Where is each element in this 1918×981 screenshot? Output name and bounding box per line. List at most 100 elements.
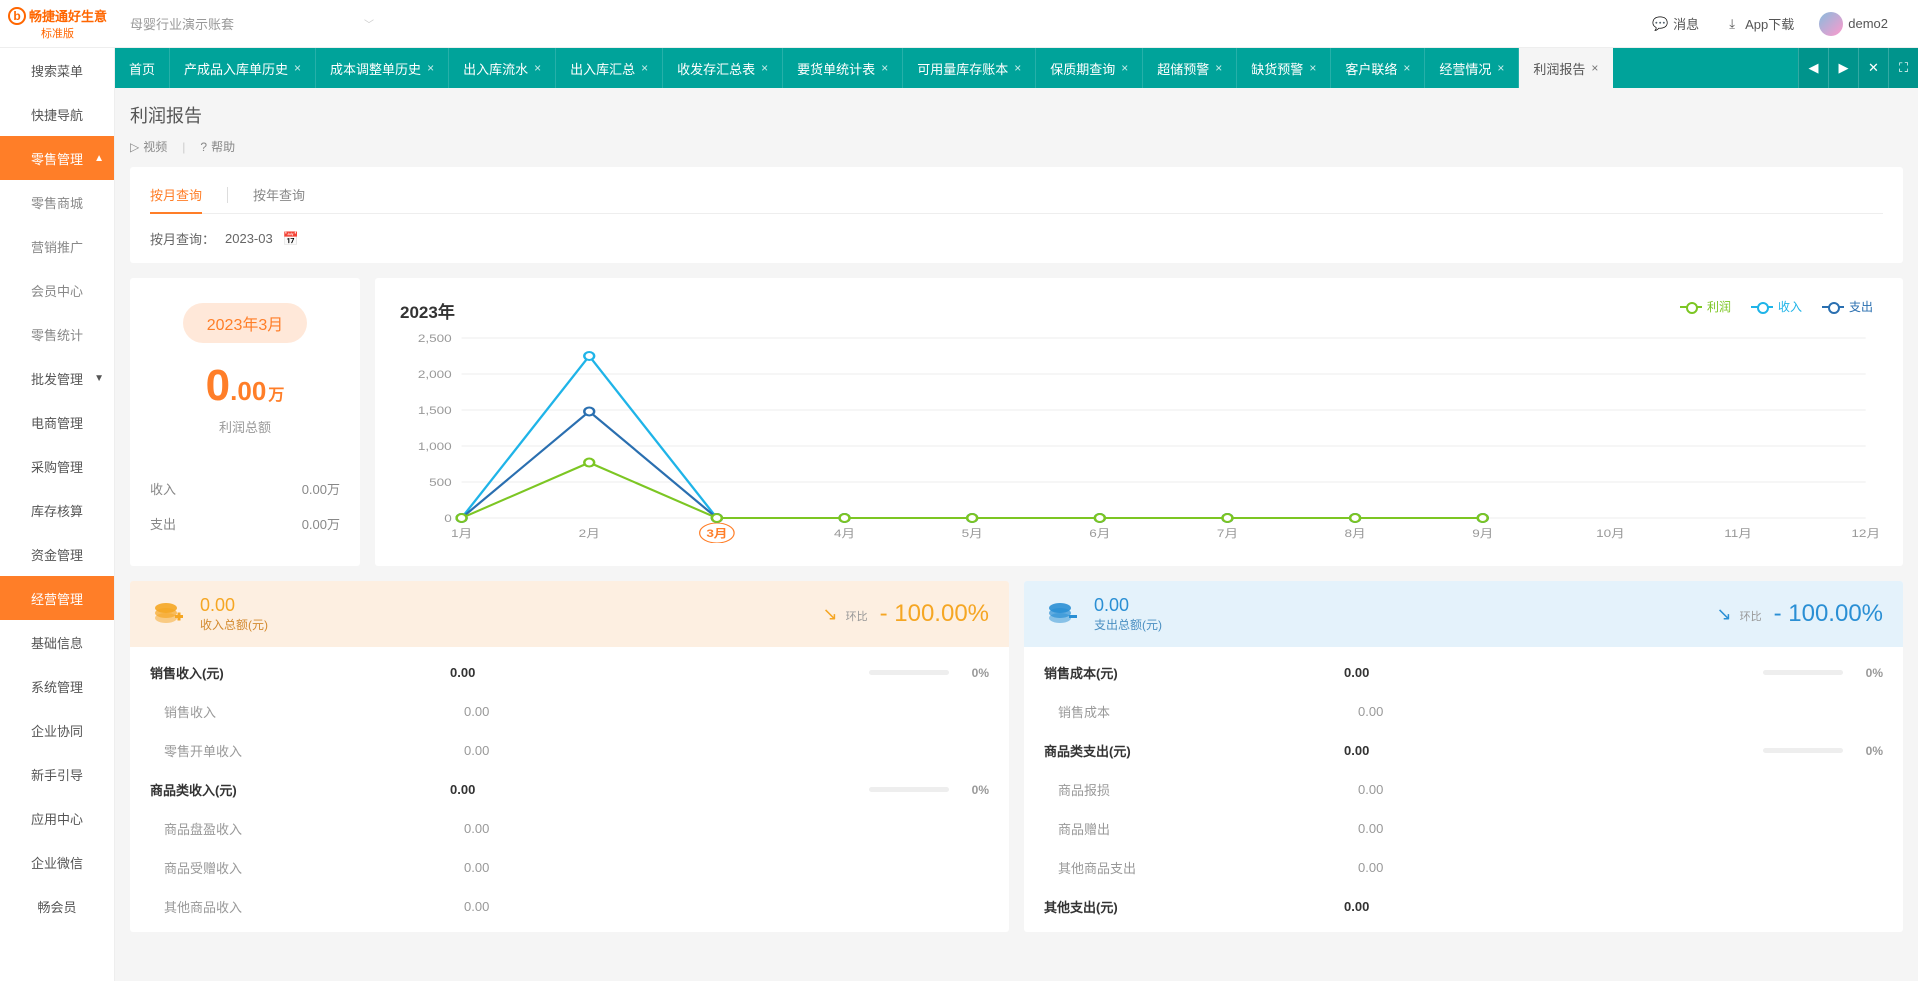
tab-12[interactable]: 经营情况×: [1425, 48, 1519, 88]
tab-9[interactable]: 超储预警×: [1143, 48, 1237, 88]
progress-bar: [1763, 748, 1843, 753]
legend-income[interactable]: 收入: [1751, 298, 1802, 315]
coins-minus-icon: [1044, 595, 1082, 633]
sidebar-item-13[interactable]: 基础信息: [0, 620, 114, 664]
sidebar-item-11[interactable]: 资金管理: [0, 532, 114, 576]
svg-text:2,000: 2,000: [418, 368, 452, 380]
video-link[interactable]: ▷视频: [130, 138, 167, 155]
close-icon[interactable]: ×: [1014, 61, 1021, 75]
sidebar-item-9[interactable]: 采购管理: [0, 444, 114, 488]
data-row: 销售收入0.00: [150, 692, 989, 731]
svg-text:0: 0: [444, 512, 452, 524]
close-icon[interactable]: ×: [1497, 61, 1504, 75]
data-row: 商品赠出0.00: [1044, 809, 1883, 848]
filter-value[interactable]: 2023-03: [225, 231, 273, 246]
page-title: 利润报告: [130, 102, 1903, 128]
sidebar-item-12[interactable]: 经营管理: [0, 576, 114, 620]
close-icon[interactable]: ×: [761, 61, 768, 75]
data-row: 其他商品收入0.00: [150, 887, 989, 926]
legend-expense[interactable]: 支出: [1822, 298, 1873, 315]
sidebar-item-3[interactable]: 零售商城: [0, 180, 114, 224]
expense-total-label: 支出总额(元): [1094, 616, 1717, 633]
tab-4[interactable]: 出入库汇总×: [556, 48, 663, 88]
tab-11[interactable]: 客户联络×: [1331, 48, 1425, 88]
chart-legend: 利润 收入 支出: [1680, 298, 1873, 315]
data-row: 零售开单收入0.00: [150, 731, 989, 770]
tab-8[interactable]: 保质期查询×: [1036, 48, 1143, 88]
close-icon[interactable]: ×: [294, 61, 301, 75]
sidebar-item-16[interactable]: 新手引导: [0, 752, 114, 796]
sidebar-item-6[interactable]: 零售统计: [0, 312, 114, 356]
subtab-year[interactable]: 按年查询: [253, 177, 305, 213]
tab-0[interactable]: 首页: [115, 48, 170, 88]
close-icon[interactable]: ×: [881, 61, 888, 75]
sidebar-item-5[interactable]: 会员中心: [0, 268, 114, 312]
tabs-scroll-right[interactable]: ▶: [1828, 48, 1858, 88]
close-icon[interactable]: ×: [1121, 61, 1128, 75]
legend-profit[interactable]: 利润: [1680, 298, 1731, 315]
user-menu[interactable]: demo2: [1819, 12, 1888, 36]
sidebar: 搜索菜单快捷导航零售管理▲零售商城营销推广会员中心零售统计批发管理▼电商管理采购…: [0, 48, 115, 981]
close-icon[interactable]: ×: [427, 61, 434, 75]
close-icon[interactable]: ×: [1309, 61, 1316, 75]
sidebar-item-0[interactable]: 搜索菜单: [0, 48, 114, 92]
tab-7[interactable]: 可用量库存账本×: [903, 48, 1036, 88]
tab-13[interactable]: 利润报告×: [1519, 48, 1613, 88]
tabs-scroll-left[interactable]: ◀: [1798, 48, 1828, 88]
data-row: 其他支出(元)0.00: [1044, 887, 1883, 926]
messages-button[interactable]: 💬 消息: [1652, 14, 1699, 33]
sidebar-item-17[interactable]: 应用中心: [0, 796, 114, 840]
help-link[interactable]: ?帮助: [200, 138, 235, 155]
tab-5[interactable]: 收发存汇总表×: [663, 48, 783, 88]
tenant-selector[interactable]: 母婴行业演示账套 ﹀: [115, 14, 1652, 33]
sidebar-item-18[interactable]: 企业微信: [0, 840, 114, 884]
tab-10[interactable]: 缺货预警×: [1237, 48, 1331, 88]
tab-3[interactable]: 出入库流水×: [449, 48, 556, 88]
data-row: 商品类收入(元)0.000%: [150, 770, 989, 809]
close-icon[interactable]: ×: [1403, 61, 1410, 75]
income-total-label: 收入总额(元): [200, 616, 823, 633]
data-row: 商品类支出(元)0.000%: [1044, 731, 1883, 770]
income-total-value: 0.00: [200, 595, 823, 616]
progress-bar: [869, 787, 949, 792]
sidebar-item-4[interactable]: 营销推广: [0, 224, 114, 268]
tab-6[interactable]: 要货单统计表×: [783, 48, 903, 88]
chart-card: 2023年 利润 收入 支出 2,5002,0001,5001,00050001…: [375, 278, 1903, 566]
expense-change-pct: - 100.00%: [1774, 600, 1883, 628]
sidebar-item-14[interactable]: 系统管理: [0, 664, 114, 708]
sidebar-item-2[interactable]: 零售管理▲: [0, 136, 114, 180]
close-icon[interactable]: ×: [1591, 61, 1598, 75]
logo[interactable]: b畅捷通好生意 标准版: [0, 0, 115, 48]
sidebar-item-10[interactable]: 库存核算: [0, 488, 114, 532]
data-row: 商品受赠收入0.00: [150, 848, 989, 887]
tab-2[interactable]: 成本调整单历史×: [316, 48, 449, 88]
app-download-button[interactable]: ⤓ App下载: [1724, 14, 1794, 33]
summary-row: 收入0.00万: [150, 471, 340, 506]
close-icon[interactable]: ×: [1215, 61, 1222, 75]
close-icon[interactable]: ×: [641, 61, 648, 75]
svg-text:11月: 11月: [1724, 527, 1752, 539]
sidebar-item-1[interactable]: 快捷导航: [0, 92, 114, 136]
profit-int: 0: [206, 361, 230, 411]
profit-dec: .00: [230, 376, 266, 407]
calendar-icon[interactable]: 📅: [283, 231, 299, 247]
sidebar-item-7[interactable]: 批发管理▼: [0, 356, 114, 400]
sidebar-item-15[interactable]: 企业协同: [0, 708, 114, 752]
svg-text:7月: 7月: [1217, 527, 1238, 539]
tabs-close-all[interactable]: ✕: [1858, 48, 1888, 88]
fullscreen-button[interactable]: ⛶: [1888, 48, 1918, 88]
sidebar-item-19[interactable]: 畅会员: [0, 884, 114, 928]
sidebar-item-8[interactable]: 电商管理: [0, 400, 114, 444]
svg-text:3月: 3月: [706, 527, 727, 539]
progress-bar: [869, 670, 949, 675]
mom-label: 环比: [846, 608, 868, 624]
data-row: 商品盘盈收入0.00: [150, 809, 989, 848]
tab-1[interactable]: 产成品入库单历史×: [170, 48, 316, 88]
separator: [227, 187, 228, 203]
profit-label: 利润总额: [219, 417, 271, 436]
close-icon[interactable]: ×: [534, 61, 541, 75]
tenant-name: 母婴行业演示账套: [130, 14, 234, 33]
line-chart: 2,5002,0001,5001,00050001月2月3月4月5月6月7月8月…: [400, 333, 1878, 543]
data-row: 销售成本(元)0.000%: [1044, 653, 1883, 692]
subtab-month[interactable]: 按月查询: [150, 177, 202, 214]
